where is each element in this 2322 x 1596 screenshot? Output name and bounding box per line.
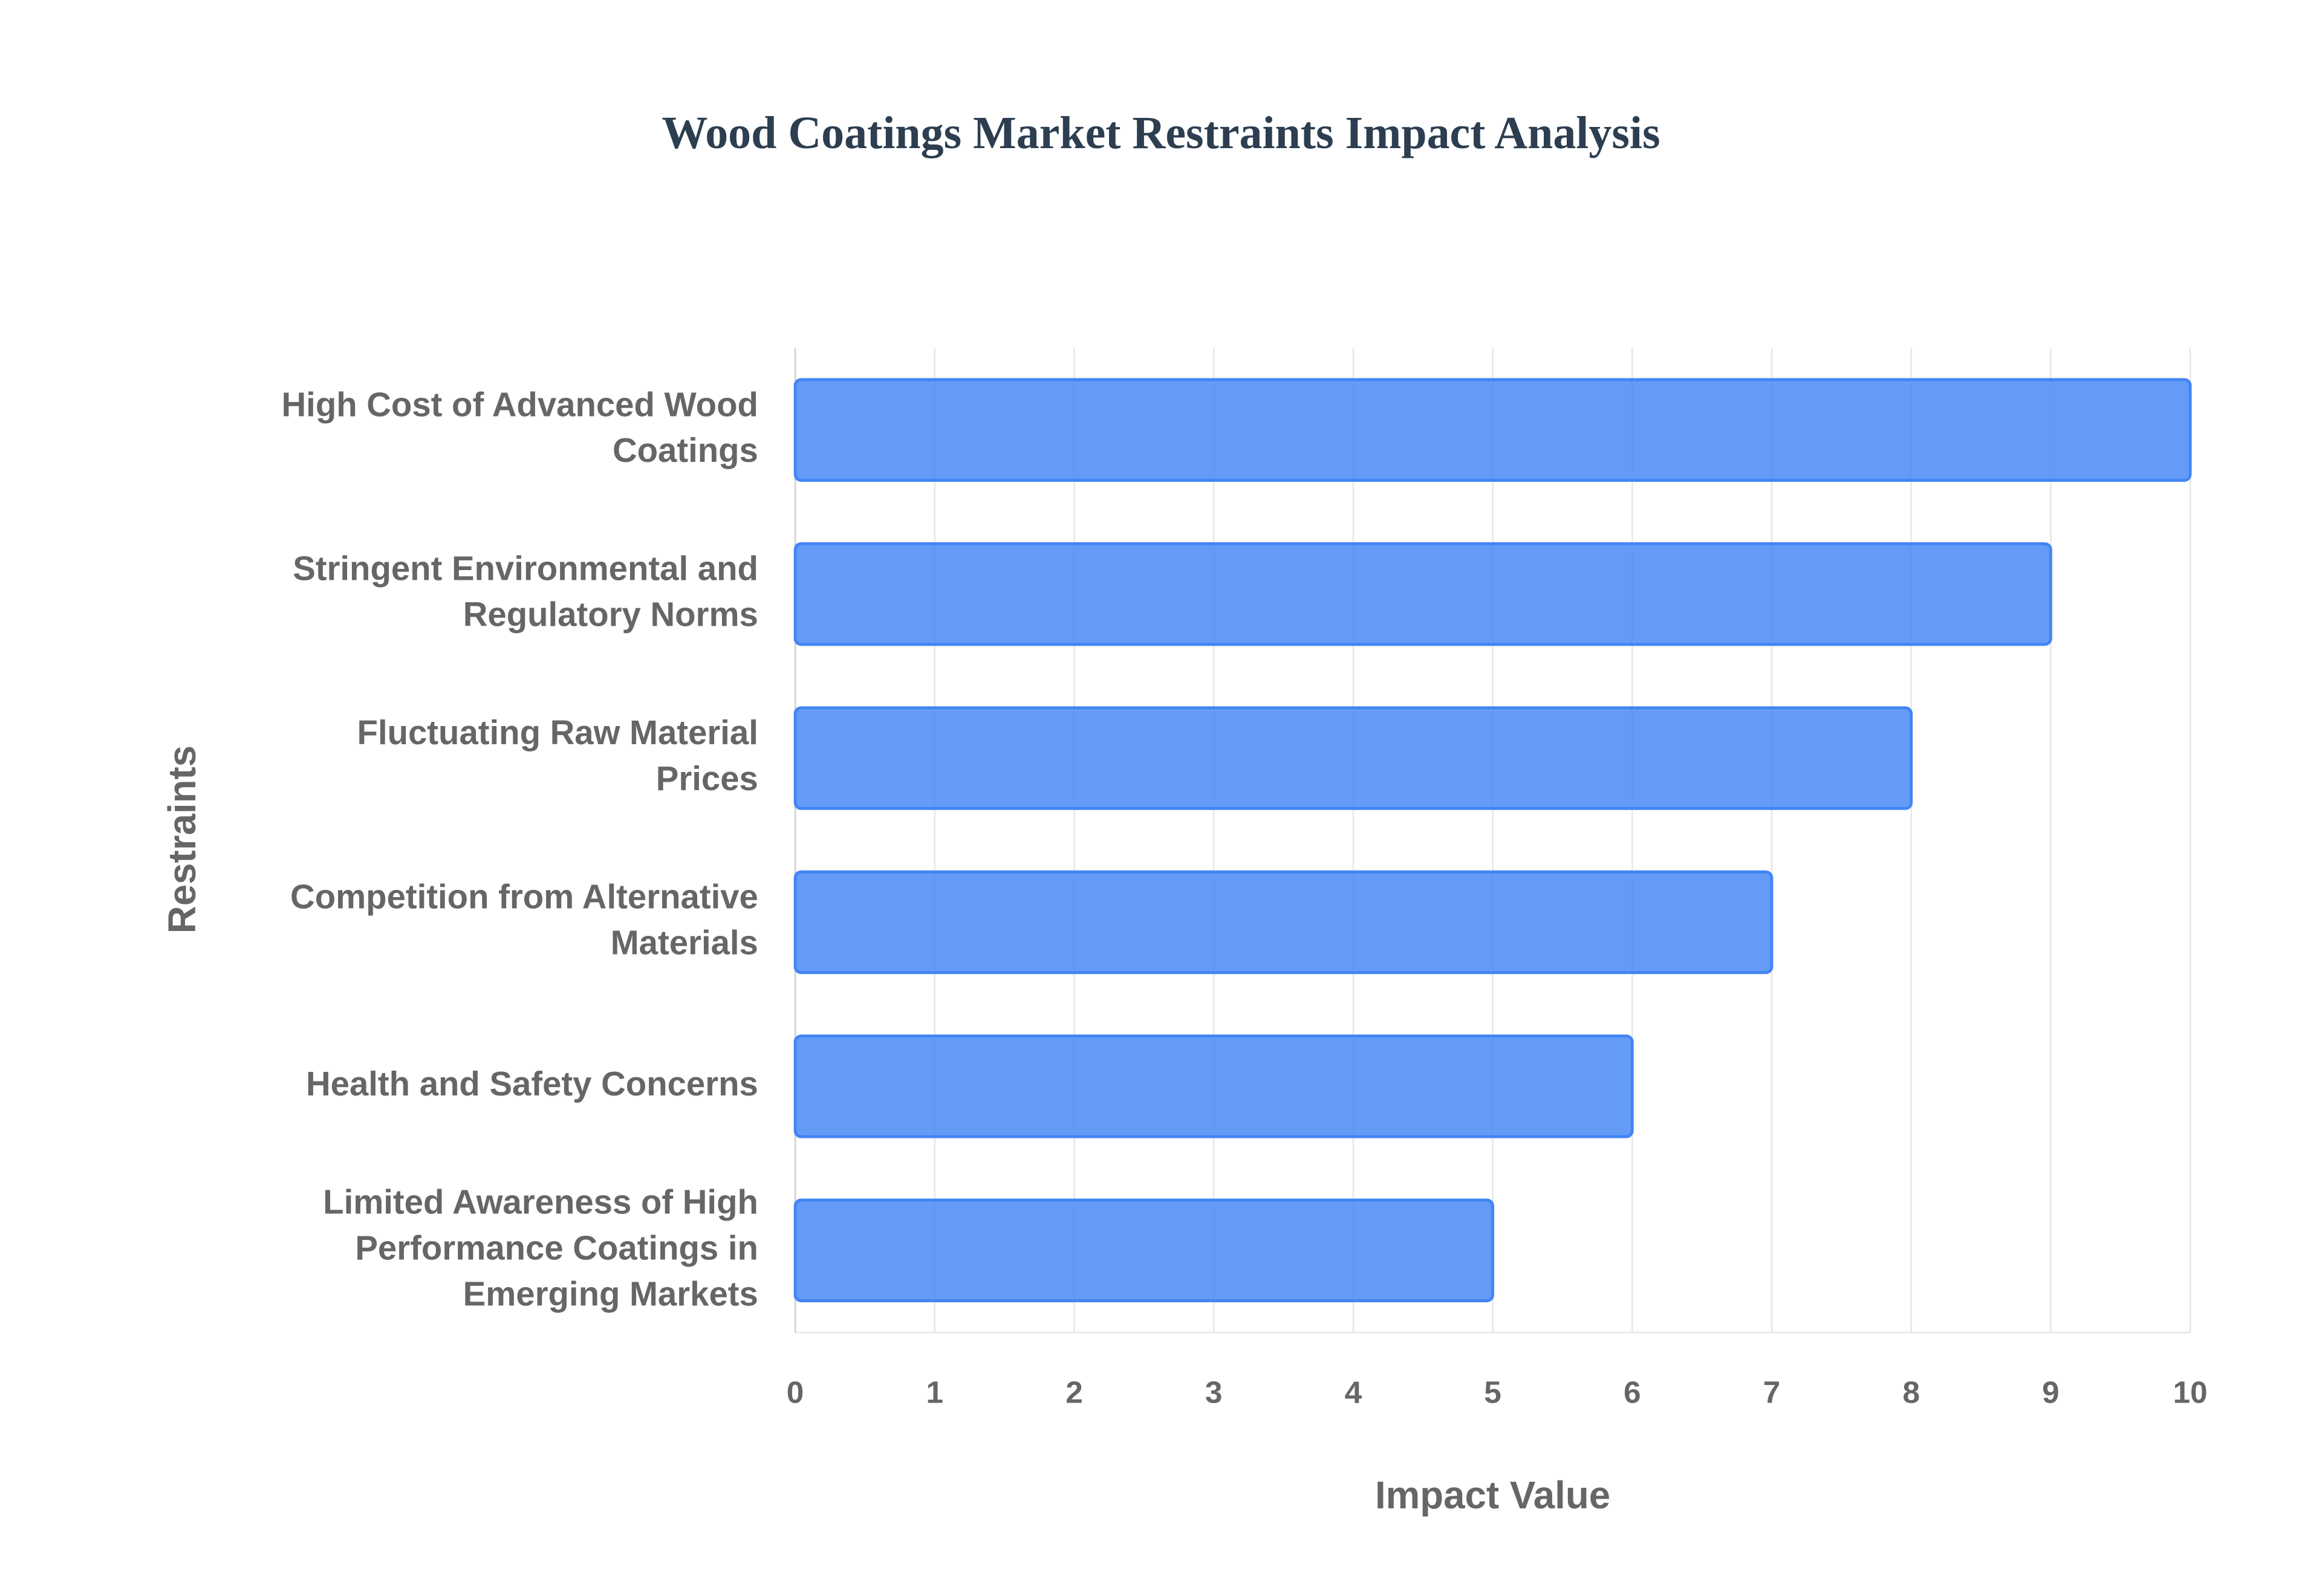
x-tick-label: 6	[1624, 1375, 1641, 1410]
x-tick-label: 10	[2173, 1375, 2207, 1410]
bar	[793, 1034, 1634, 1138]
chart-title: Wood Coatings Market Restraints Impact A…	[662, 108, 1660, 158]
x-tick-label: 9	[2042, 1375, 2060, 1410]
x-tick-label: 8	[1902, 1375, 1920, 1410]
y-tick-label: High Cost of Advanced Wood Coatings	[282, 385, 758, 469]
x-tick-label: 7	[1763, 1375, 1781, 1410]
bar	[793, 542, 2052, 646]
x-tick-label: 3	[1205, 1375, 1223, 1410]
bar	[793, 706, 1913, 810]
x-tick-label: 0	[787, 1375, 804, 1410]
y-tick-label: Limited Awareness of High Performance Coa…	[323, 1182, 758, 1312]
y-axis-title: Restraints	[161, 745, 204, 933]
x-tick-label: 4	[1345, 1375, 1362, 1410]
bar	[793, 1198, 1495, 1303]
y-tick-label: Competition from Alternative Materials	[290, 877, 758, 961]
y-tick-label: Health and Safety Concerns	[306, 1065, 758, 1103]
grid	[794, 348, 2191, 1333]
x-axis-title: Impact Value	[1375, 1474, 1610, 1517]
y-tick-label: Stringent Environmental and Regulatory No…	[293, 550, 758, 634]
x-tick-label: 2	[1065, 1375, 1083, 1410]
x-tick-label: 5	[1484, 1375, 1501, 1410]
bar	[793, 870, 1774, 975]
bar	[793, 378, 2192, 482]
y-tick-label: Fluctuating Raw Material Prices	[357, 713, 758, 797]
x-tick-label: 1	[926, 1375, 943, 1410]
